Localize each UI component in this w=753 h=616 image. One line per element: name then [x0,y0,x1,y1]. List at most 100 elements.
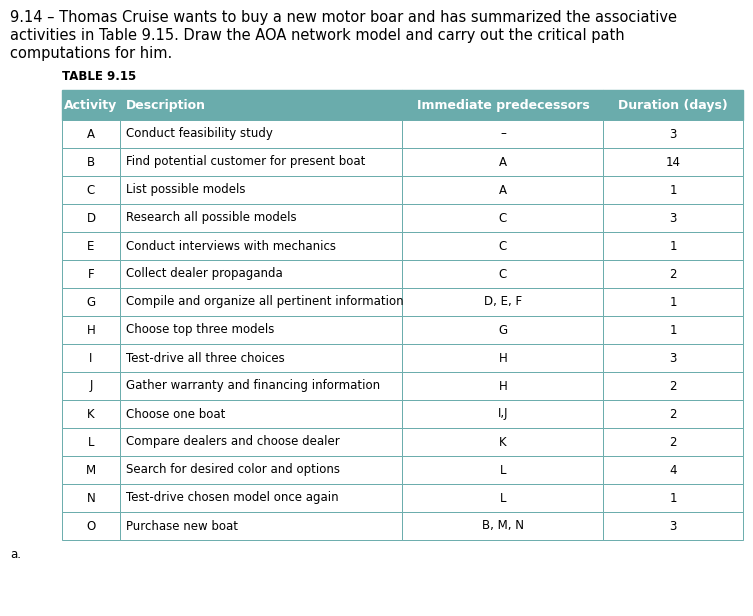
Text: H: H [87,323,96,336]
Bar [62,260,120,288]
Bar [62,400,120,428]
Text: Choose one boat: Choose one boat [126,408,225,421]
Text: Immediate predecessors: Immediate predecessors [416,99,590,111]
Text: 1: 1 [669,240,677,253]
Text: Find potential customer for present boat: Find potential customer for present boat [126,155,365,169]
Bar [603,148,743,176]
Text: M: M [86,463,96,477]
Bar [603,90,743,120]
Bar [603,456,743,484]
Bar [403,148,603,176]
Bar [62,344,120,372]
Bar [120,148,403,176]
Text: 2: 2 [669,267,677,280]
Text: H: H [498,379,508,392]
Bar [120,260,403,288]
Text: Compile and organize all pertinent information: Compile and organize all pertinent infor… [126,296,404,309]
Text: O: O [87,519,96,532]
Bar [403,512,603,540]
Bar [403,204,603,232]
Text: A: A [499,155,507,169]
Text: Gather warranty and financing information: Gather warranty and financing informatio… [126,379,380,392]
Bar [62,176,120,204]
Text: List possible models: List possible models [126,184,245,197]
Bar [403,400,603,428]
Text: Purchase new boat: Purchase new boat [126,519,238,532]
Text: L: L [500,492,506,505]
Bar [120,372,403,400]
Text: Conduct feasibility study: Conduct feasibility study [126,128,273,140]
Text: 2: 2 [669,379,677,392]
Bar [403,316,603,344]
Text: A: A [499,184,507,197]
Text: 3: 3 [669,519,677,532]
Text: D, E, F: D, E, F [484,296,522,309]
Bar [120,344,403,372]
Text: Research all possible models: Research all possible models [126,211,297,224]
Text: L: L [500,463,506,477]
Text: 2: 2 [669,408,677,421]
Bar [62,484,120,512]
Bar [403,260,603,288]
Bar [120,512,403,540]
Text: Search for desired color and options: Search for desired color and options [126,463,340,477]
Text: C: C [498,211,507,224]
Bar [403,484,603,512]
Bar [603,400,743,428]
Bar [62,428,120,456]
Bar [120,456,403,484]
Bar [62,456,120,484]
Bar [603,484,743,512]
Text: Conduct interviews with mechanics: Conduct interviews with mechanics [126,240,336,253]
Bar [62,90,120,120]
Text: H: H [498,352,508,365]
Text: 1: 1 [669,492,677,505]
Bar [603,120,743,148]
Bar [62,512,120,540]
Bar [603,176,743,204]
Text: E: E [87,240,95,253]
Bar [603,428,743,456]
Bar [603,288,743,316]
Text: 9.14 – Thomas Cruise wants to buy a new motor boar and has summarized the associ: 9.14 – Thomas Cruise wants to buy a new … [10,10,677,25]
Bar [603,204,743,232]
Text: Description: Description [126,99,206,111]
Text: 1: 1 [669,184,677,197]
Bar [403,456,603,484]
Text: K: K [87,408,95,421]
Text: L: L [87,436,94,448]
Bar [120,232,403,260]
Text: 2: 2 [669,436,677,448]
Text: Compare dealers and choose dealer: Compare dealers and choose dealer [126,436,340,448]
Bar [603,316,743,344]
Bar [603,372,743,400]
Bar [120,400,403,428]
Bar [62,372,120,400]
Text: a.: a. [10,548,21,561]
Text: D: D [87,211,96,224]
Text: Choose top three models: Choose top three models [126,323,274,336]
Bar [62,148,120,176]
Text: Duration (days): Duration (days) [618,99,728,111]
Text: F: F [87,267,94,280]
Bar [120,204,403,232]
Bar [62,204,120,232]
Text: 3: 3 [669,128,677,140]
Text: G: G [87,296,96,309]
Bar [120,288,403,316]
Text: C: C [498,267,507,280]
Text: –: – [500,128,506,140]
Bar [603,512,743,540]
Bar [403,90,603,120]
Text: I: I [90,352,93,365]
Bar [120,428,403,456]
Text: Test-drive all three choices: Test-drive all three choices [126,352,285,365]
Text: N: N [87,492,96,505]
Text: 3: 3 [669,211,677,224]
Bar [403,232,603,260]
Bar [120,120,403,148]
Text: B: B [87,155,95,169]
Bar [62,232,120,260]
Text: 1: 1 [669,296,677,309]
Bar [403,344,603,372]
